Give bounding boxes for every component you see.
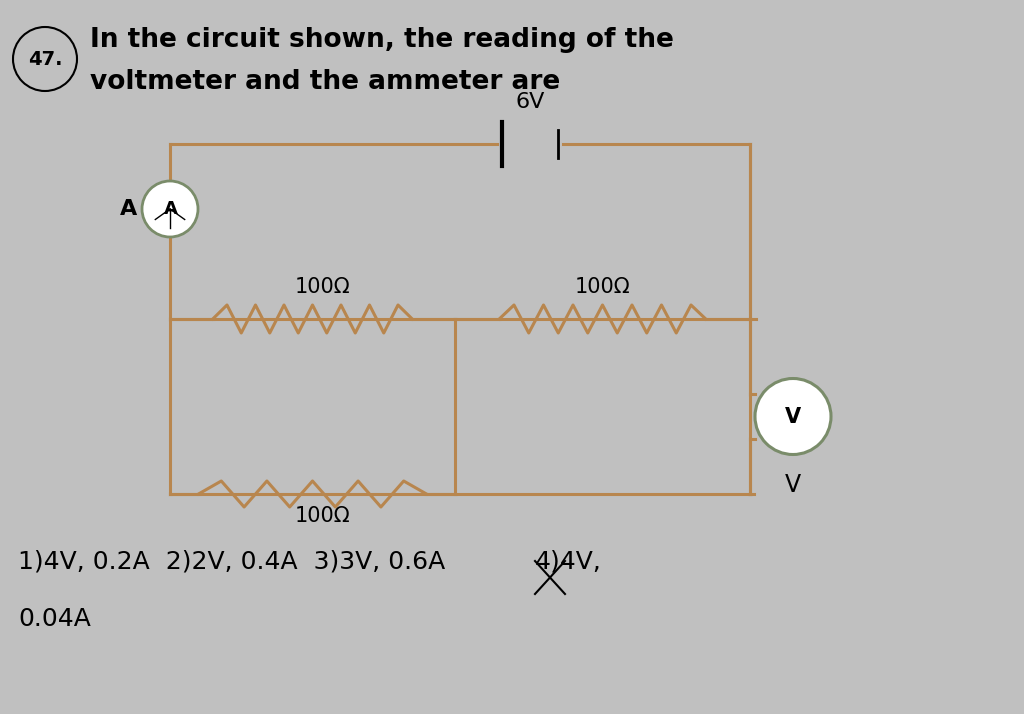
Text: A: A	[120, 199, 137, 219]
Text: 100Ω: 100Ω	[295, 277, 350, 297]
Text: 4)4V,: 4)4V,	[535, 549, 602, 573]
Text: 100Ω: 100Ω	[574, 277, 631, 297]
Text: 100Ω: 100Ω	[295, 506, 350, 526]
Text: In the circuit shown, the reading of the: In the circuit shown, the reading of the	[90, 27, 674, 53]
Text: 47.: 47.	[28, 49, 62, 69]
Text: 1)4V, 0.2A  2)2V, 0.4A  3)3V, 0.6A: 1)4V, 0.2A 2)2V, 0.4A 3)3V, 0.6A	[18, 549, 461, 573]
Text: 6V: 6V	[515, 92, 545, 112]
Text: V: V	[785, 473, 801, 496]
Text: A: A	[164, 200, 178, 218]
Text: voltmeter and the ammeter are: voltmeter and the ammeter are	[90, 69, 560, 95]
Circle shape	[142, 181, 198, 237]
Text: V: V	[785, 406, 801, 426]
Circle shape	[755, 378, 831, 455]
Text: 0.04A: 0.04A	[18, 607, 91, 631]
